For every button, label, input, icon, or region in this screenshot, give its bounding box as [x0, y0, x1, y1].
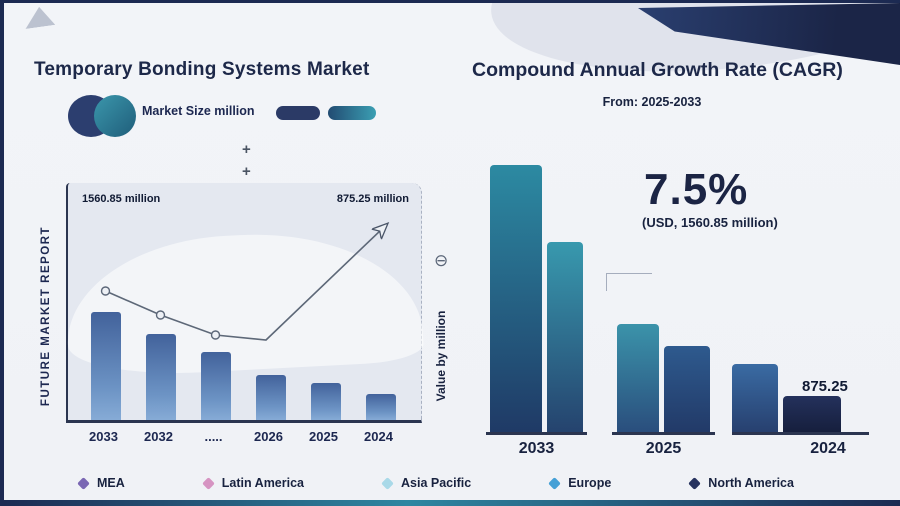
decor-step-line	[606, 273, 652, 291]
bar-cell	[353, 312, 408, 420]
bar-group-2024	[732, 364, 869, 435]
year-label: 2032	[144, 429, 173, 444]
decor-pill-navy	[276, 106, 320, 120]
year-label: .....	[204, 429, 223, 444]
legend-marker-icon	[201, 476, 215, 490]
cagr-period: From: 2025-2033	[602, 95, 702, 109]
legend-marker-icon	[381, 476, 394, 490]
bar-group-2033	[486, 165, 587, 435]
bar	[664, 346, 710, 432]
legend-item: Latin America	[201, 476, 304, 490]
sphere-teal-half	[94, 95, 136, 137]
cagr-note: (USD, 1560.85 million)	[642, 215, 778, 230]
bar-cell	[547, 242, 583, 432]
bar-cell	[133, 312, 188, 420]
bar-cell	[243, 312, 298, 420]
legend-item: North America	[688, 476, 794, 490]
value-callout: 875.25	[802, 378, 848, 395]
future-market-report-watermark: FUTURE MARKET REPORT	[40, 225, 52, 407]
min-value-label: 875.25 million	[336, 193, 409, 205]
legend-marker-icon	[548, 476, 562, 490]
year-label: 2033	[89, 429, 118, 444]
year-label-2024: 2024	[810, 440, 846, 457]
legend-marker-icon	[77, 476, 90, 490]
bar-cell	[664, 346, 710, 432]
legend-item: Asia Pacific	[381, 476, 472, 490]
bar-group-2025	[612, 324, 715, 435]
legend-item: Europe	[548, 476, 612, 490]
bar-cell	[783, 396, 841, 432]
left-bars	[78, 312, 408, 420]
bar	[310, 383, 341, 420]
minus-circle-icon: ⊖	[434, 251, 449, 270]
plus-icon: +	[242, 163, 251, 180]
year-label: 2026	[254, 429, 283, 444]
bar	[200, 352, 231, 420]
market-size-label: Market Size million	[142, 104, 255, 118]
legend-label: Europe	[568, 476, 612, 490]
bar-cell	[617, 324, 659, 432]
bar	[617, 324, 659, 432]
bar	[547, 242, 583, 432]
max-value-label: 1560.85 million	[82, 193, 161, 205]
region-legend: MEA Latin America Asia Pacific Europe North …	[77, 476, 794, 490]
market-size-icon	[68, 95, 136, 137]
bar-cell	[490, 165, 542, 432]
bar	[365, 394, 396, 420]
bar-cell	[188, 312, 243, 420]
legend-label: North America	[708, 476, 794, 490]
decor-bottom-strip	[4, 500, 900, 506]
bar	[783, 396, 841, 432]
bar	[255, 375, 286, 420]
value-axis-label: Value by million	[434, 310, 448, 402]
bar	[732, 364, 778, 432]
legend-label: Latin America	[221, 476, 304, 490]
left-year-labels: 2033 2032..... 2026 2025 2024	[76, 429, 406, 444]
left-chart-title: Temporary Bonding Systems Market	[34, 59, 370, 80]
year-label: 2024	[364, 429, 393, 444]
decor-triangle	[23, 5, 55, 29]
year-label: 2025	[309, 429, 338, 444]
bar-cell	[732, 364, 778, 432]
decor-pill-teal	[328, 106, 376, 120]
year-label-2033: 2033	[518, 440, 555, 457]
cagr-value: 7.5%	[644, 165, 749, 214]
plus-icon: +	[242, 141, 251, 158]
bar	[90, 312, 121, 420]
right-chart-title: Compound Annual Growth Rate (CAGR)	[472, 59, 843, 81]
legend-label: Asia Pacific	[401, 476, 472, 490]
legend-item: MEA	[77, 476, 125, 490]
left-chart-plot: 1560.85 million 875.25 million	[62, 183, 425, 423]
bar	[490, 165, 542, 432]
legend-marker-icon	[688, 476, 702, 490]
year-label-2025: 2025	[645, 440, 682, 457]
bar	[145, 334, 176, 420]
bar-cell	[298, 312, 353, 420]
legend-label: MEA	[97, 476, 125, 490]
bar-cell	[78, 312, 133, 420]
